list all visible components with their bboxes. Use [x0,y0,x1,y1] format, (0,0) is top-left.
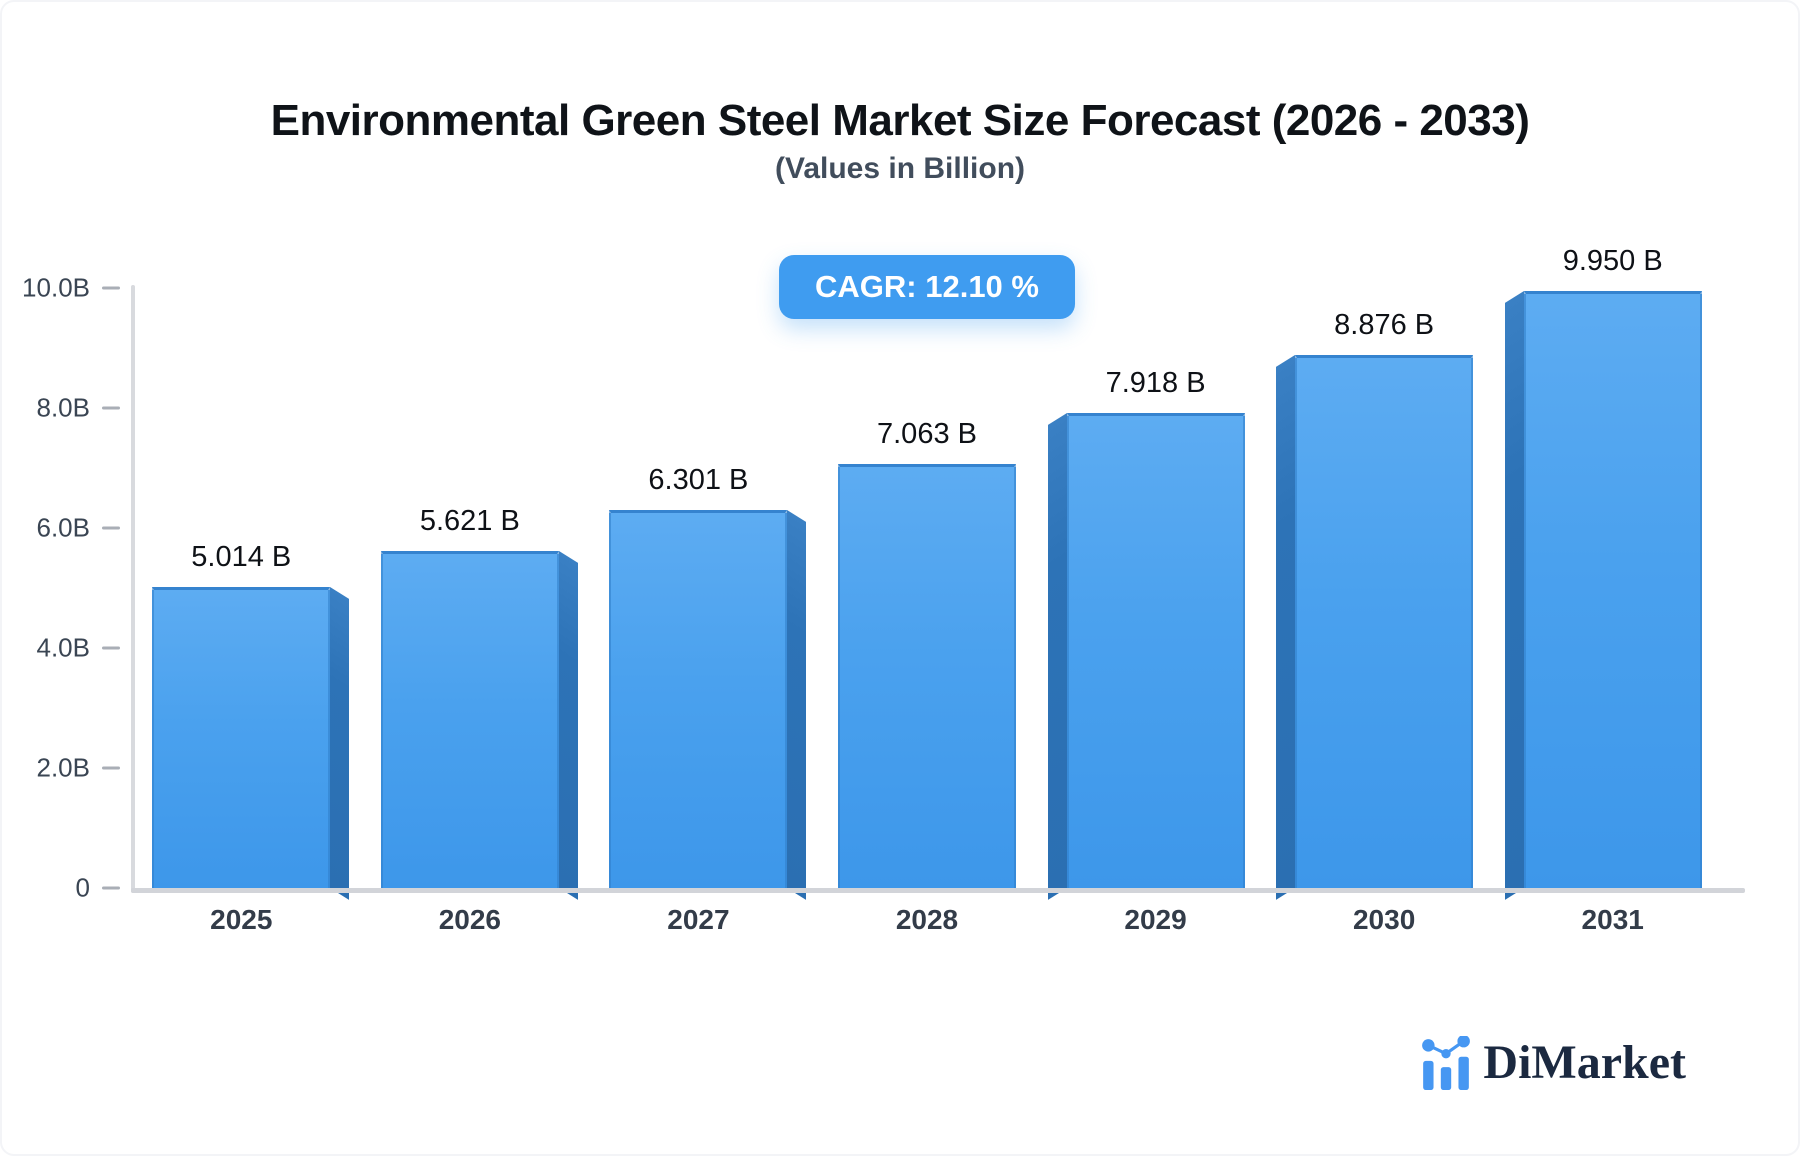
bar-value-label: 5.621 B [419,505,520,537]
bar-2028[interactable] [838,464,1016,888]
bar-2026[interactable] [380,551,559,888]
bar-3d-side-2030 [1276,355,1296,900]
bar-2030[interactable] [1295,355,1474,888]
x-axis-line [131,888,1745,893]
y-tick-mark [102,886,120,890]
y-tick-mark [102,526,120,530]
y-tick-label: 8.0B [36,392,91,423]
bar-2027[interactable] [609,510,788,888]
y-tick-mark [102,286,120,290]
bar-3d-side-2029 [1047,413,1067,900]
bar-chart-logo-icon [1421,1036,1471,1090]
y-tick-mark [102,646,120,650]
bar-value-label: 8.876 B [1334,309,1435,341]
bar-value-label: 7.063 B [877,418,977,450]
y-tick-mark [102,766,120,770]
bar-2031[interactable] [1523,291,1702,888]
x-axis-label-2025: 2025 [210,904,273,935]
brand-name: DiMarket [1483,1036,1686,1089]
cagr-badge: CAGR: 12.10 % [779,255,1075,319]
y-tick-label: 2.0B [36,752,91,783]
bar-value-label: 7.918 B [1105,367,1206,399]
bar-value-label: 6.301 B [648,464,749,496]
y-tick-label: 10.0B [22,272,90,303]
x-axis-label-2027: 2027 [667,904,730,935]
x-axis-label-2026: 2026 [438,904,501,935]
bar-2025[interactable] [152,587,331,888]
y-tick-mark [102,406,120,410]
bar-3d-side-2026 [558,551,578,900]
bar-3d-side-2025 [330,587,350,900]
y-tick-label: 4.0B [36,632,91,663]
bar-value-label: 5.014 B [191,541,292,573]
chart-subtitle: (Values in Billion) [774,152,1026,185]
y-tick-label: 0 [75,872,90,903]
x-axis-label-2031: 2031 [1581,904,1644,935]
x-axis-label-2029: 2029 [1124,904,1187,935]
x-axis-label-2030: 2030 [1352,904,1416,935]
bar-value-label: 9.950 B [1562,245,1663,277]
bar-3d-side-2027 [787,510,807,900]
y-axis-line [131,285,135,893]
bar-3d-side-2031 [1504,291,1524,900]
y-tick-label: 6.0B [36,512,91,543]
brand-logo[interactable]: DiMarket [1421,1036,1686,1090]
bar-2029[interactable] [1066,413,1245,888]
chart-title: Environmental Green Steel Market Size Fo… [270,96,1530,145]
x-axis-label-2028: 2028 [895,904,959,935]
